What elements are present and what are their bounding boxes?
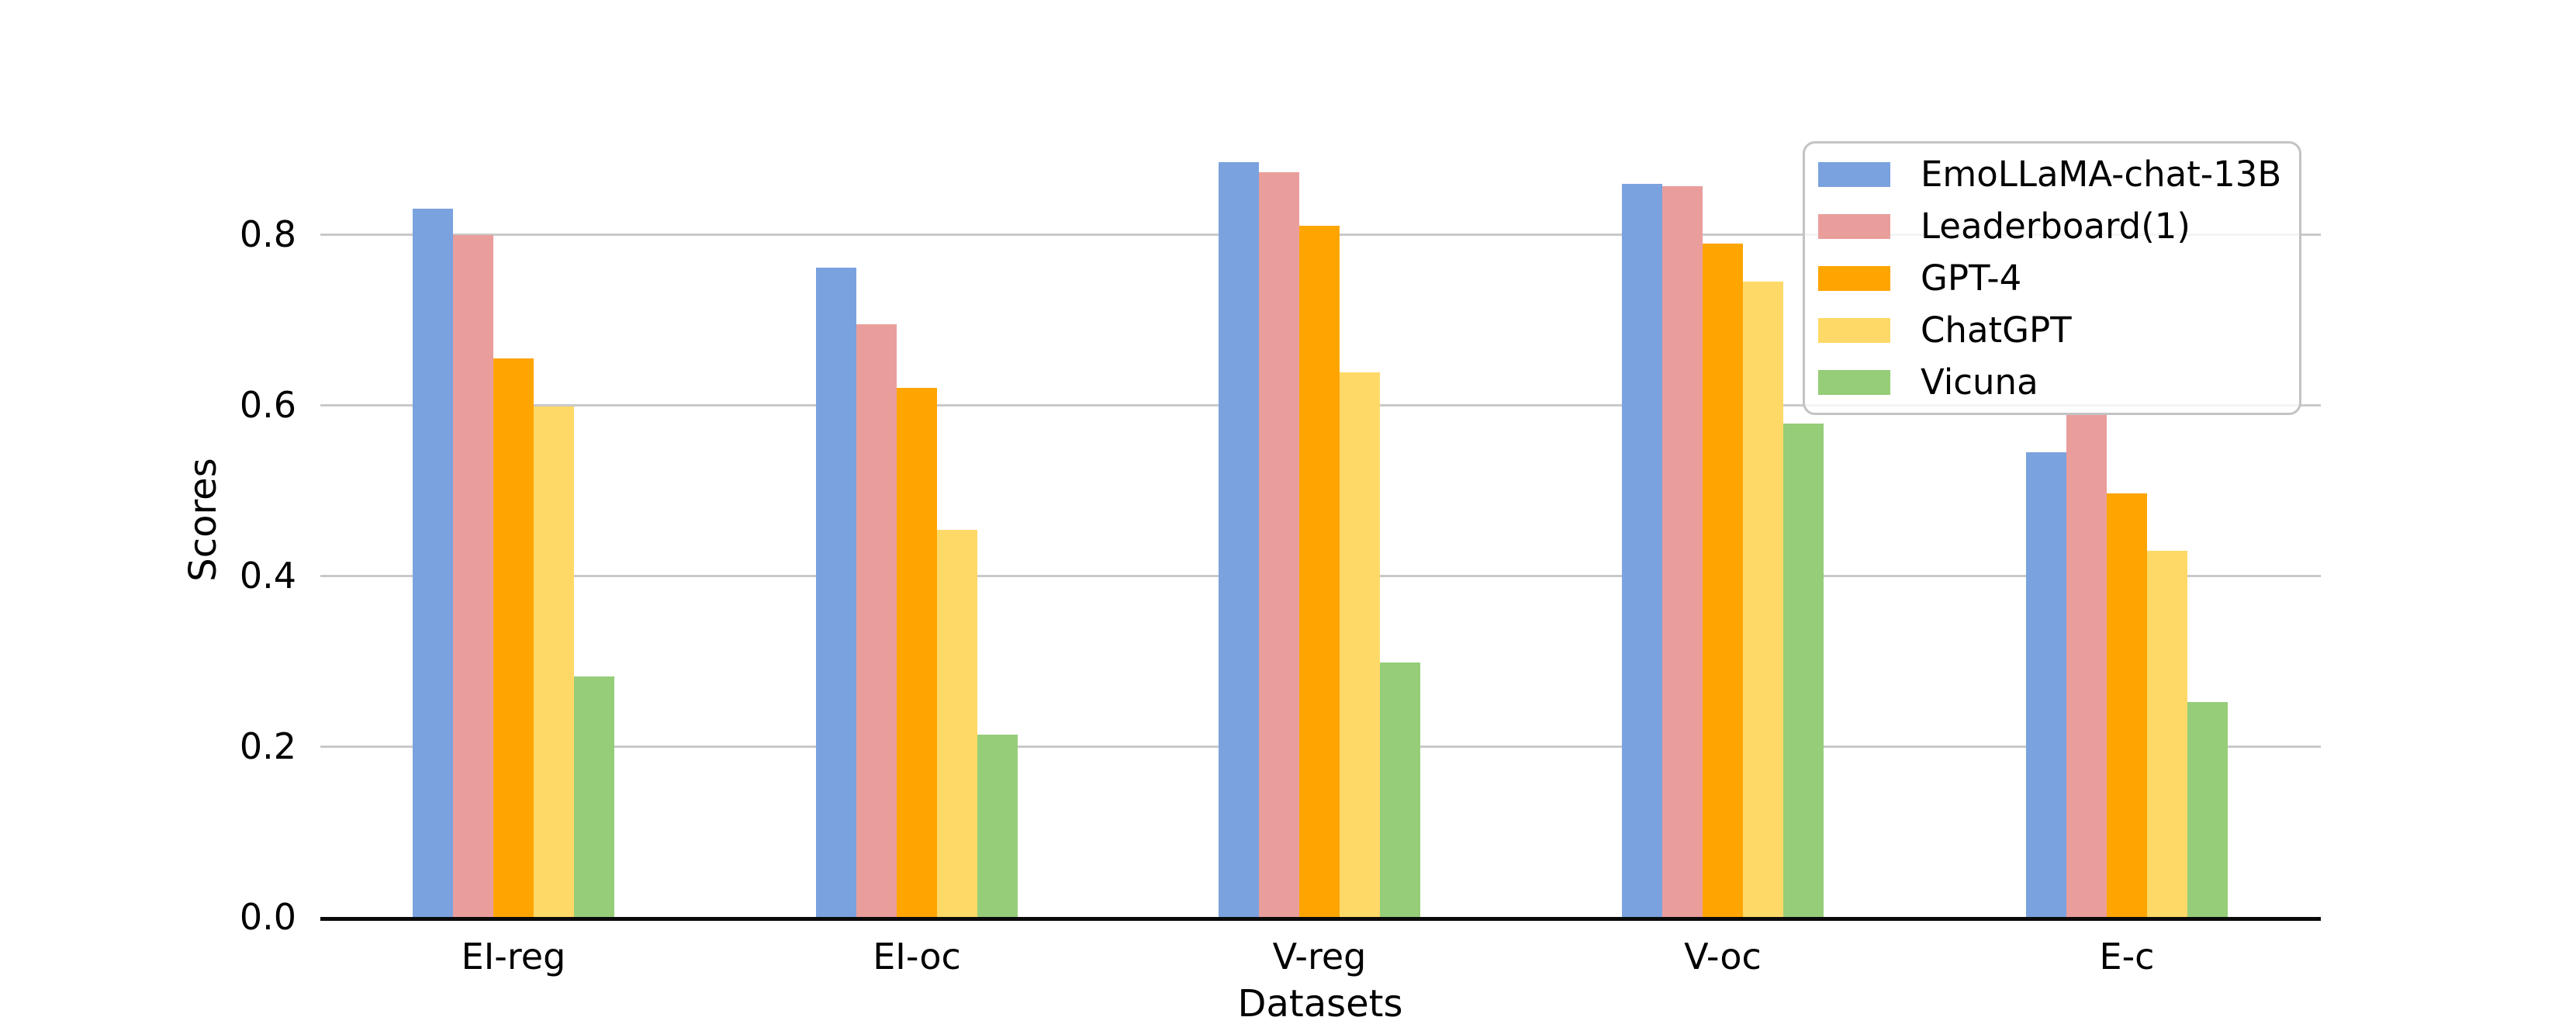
legend-swatch: [1818, 265, 1890, 291]
y-axis-label: Scores: [182, 458, 225, 582]
x-tick-label: EI-oc: [873, 936, 961, 977]
legend-label: Vicuna: [1921, 361, 2038, 403]
legend-box: EmoLLaMA-chat-13B Leaderboard(1) GPT-4 Chat…: [1803, 141, 2301, 415]
bar-V-reg-EmoLLaMA-chat-13B: [1219, 161, 1259, 917]
y-tick-label: 0.6: [239, 384, 296, 426]
bar-EI-oc-Vicuna: [977, 734, 1018, 917]
legend-swatch: [1818, 317, 1890, 343]
x-tick-label: V-oc: [1684, 936, 1762, 977]
bar-EI-reg-Leaderboard(1): [453, 235, 493, 917]
bar-EI-reg-ChatGPT: [534, 407, 574, 917]
y-tick-label: 0.8: [239, 213, 296, 255]
bar-V-oc-Leaderboard(1): [1662, 186, 1703, 917]
legend-swatch: [1818, 213, 1890, 239]
bar-EI-reg-Vicuna: [574, 676, 614, 917]
legend-entry: EmoLLaMA-chat-13B: [1805, 148, 2299, 200]
bar-EI-oc-EmoLLaMA-chat-13B: [816, 267, 856, 917]
legend-label: GPT-4: [1921, 257, 2022, 299]
legend-label: EmoLLaMA-chat-13B: [1921, 153, 2282, 195]
bar-V-oc-GPT-4: [1703, 244, 1743, 917]
bar-E-c-EmoLLaMA-chat-13B: [2026, 451, 2066, 917]
bar-V-reg-Vicuna: [1380, 663, 1420, 917]
bar-V-reg-GPT-4: [1299, 226, 1340, 917]
bar-EI-oc-GPT-4: [897, 388, 937, 917]
bar-V-reg-Leaderboard(1): [1259, 171, 1299, 917]
legend-swatch: [1818, 369, 1890, 395]
bar-EI-reg-GPT-4: [493, 358, 534, 917]
x-tick-label: V-reg: [1272, 936, 1367, 977]
bar-V-oc-EmoLLaMA-chat-13B: [1622, 184, 1662, 917]
bar-E-c-Leaderboard(1): [2066, 415, 2107, 917]
legend-label: Leaderboard(1): [1921, 205, 2190, 247]
bar-E-c-ChatGPT: [2147, 551, 2187, 917]
x-tick-label: E-c: [2099, 936, 2155, 977]
x-axis-line: [320, 917, 2321, 921]
bar-EI-oc-ChatGPT: [937, 529, 977, 917]
legend-entry: GPT-4: [1805, 252, 2299, 304]
bar-E-c-Vicuna: [2187, 701, 2228, 917]
bar-V-reg-ChatGPT: [1340, 372, 1380, 917]
bar-E-c-GPT-4: [2107, 493, 2147, 917]
bar-V-oc-Vicuna: [1783, 424, 1824, 917]
y-tick-label: 0.0: [239, 896, 296, 938]
x-tick-label: EI-reg: [461, 936, 566, 977]
legend-entry: Leaderboard(1): [1805, 200, 2299, 252]
x-axis-label: Datasets: [1237, 982, 1403, 1026]
bar-EI-reg-EmoLLaMA-chat-13B: [413, 209, 453, 917]
y-tick-label: 0.4: [239, 555, 296, 597]
legend-swatch: [1818, 161, 1890, 187]
legend-entry: Vicuna: [1805, 356, 2299, 408]
bar-EI-oc-Leaderboard(1): [856, 323, 897, 917]
legend-label: ChatGPT: [1921, 309, 2072, 351]
y-tick-label: 0.2: [239, 725, 296, 767]
legend-entry: ChatGPT: [1805, 304, 2299, 356]
bar-V-oc-ChatGPT: [1743, 281, 1783, 917]
